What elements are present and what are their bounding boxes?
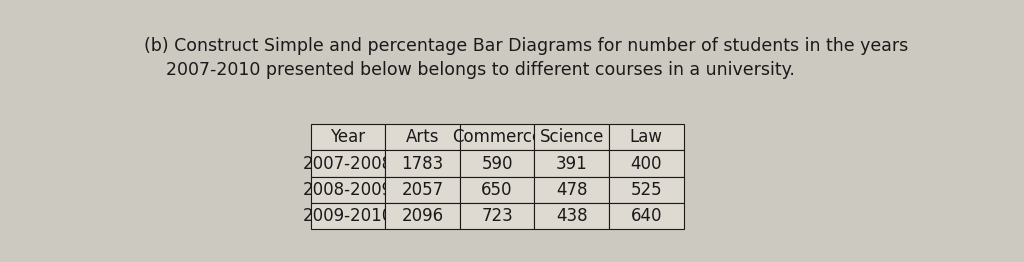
Text: (b) Construct Simple and percentage Bar Diagrams for number of students in the y: (b) Construct Simple and percentage Bar … bbox=[143, 37, 908, 79]
